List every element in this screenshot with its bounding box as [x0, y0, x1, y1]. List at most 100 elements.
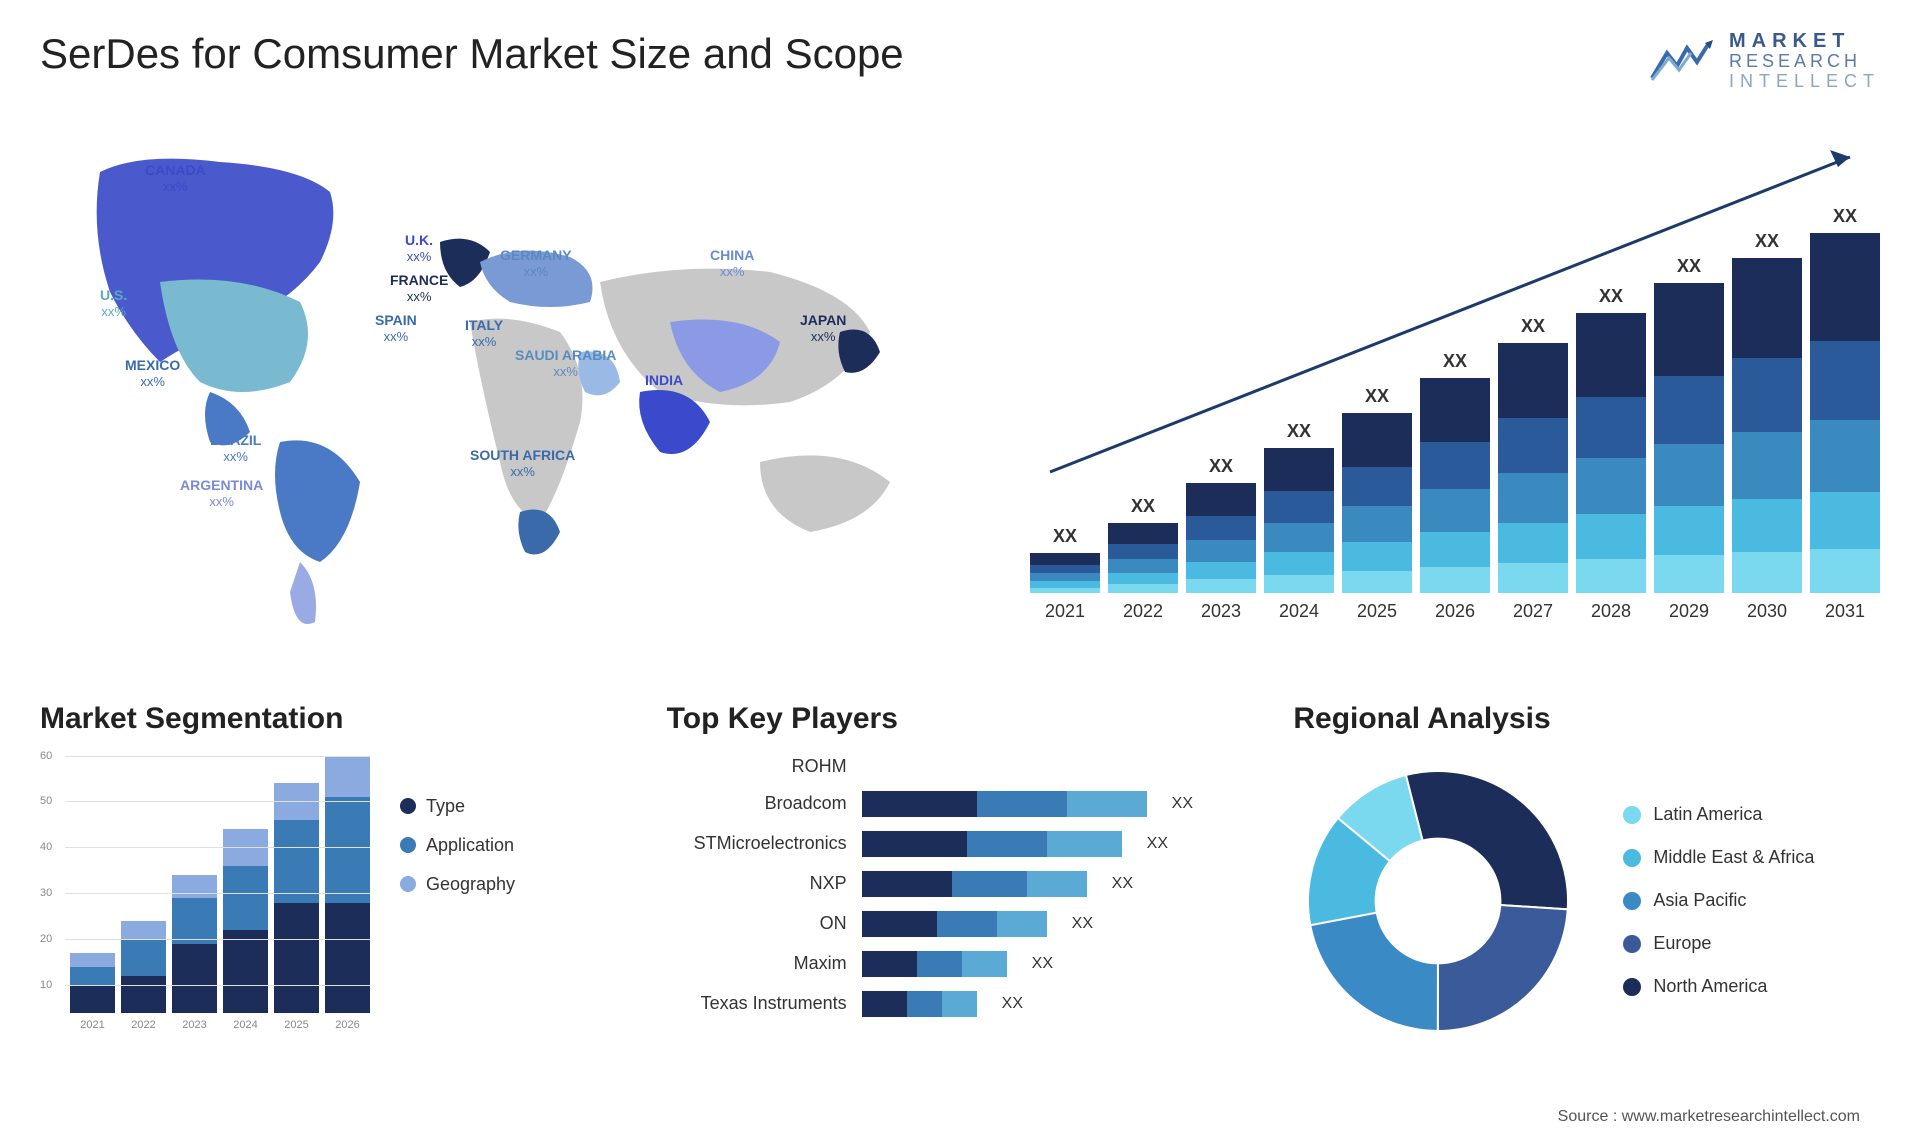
segmentation-card: Market Segmentation 102030405060 2021202… — [40, 702, 627, 1056]
growth-bar-year: 2026 — [1435, 601, 1475, 622]
player-value: XX — [1002, 995, 1023, 1013]
player-value: XX — [1072, 915, 1093, 933]
growth-bar-value: XX — [1131, 496, 1155, 517]
growth-bar-value: XX — [1365, 386, 1389, 407]
growth-bar-year: 2024 — [1279, 601, 1319, 622]
map-label: SAUDI ARABIAxx% — [515, 347, 616, 381]
regional-legend-item: Latin America — [1623, 804, 1814, 825]
growth-bar: XX2024 — [1264, 421, 1334, 622]
regional-donut — [1293, 756, 1583, 1046]
player-name: Broadcom — [667, 793, 847, 814]
logo-icon — [1647, 38, 1717, 83]
players-title: Top Key Players — [667, 702, 1254, 736]
logo-text-2: RESEARCH — [1729, 52, 1880, 72]
growth-bar: XX 2028 — [1576, 286, 1646, 622]
player-value: XX — [1172, 795, 1193, 813]
seg-ytick: 10 — [40, 979, 52, 991]
growth-bar-year: 2030 — [1747, 601, 1787, 622]
segmentation-chart: 102030405060 202120222023202420252026 — [40, 756, 370, 1056]
map-label: GERMANYxx% — [500, 247, 572, 281]
seg-ytick: 20 — [40, 933, 52, 945]
logo-text-3: INTELLECT — [1729, 72, 1880, 92]
seg-bar-year: 2021 — [80, 1019, 104, 1031]
seg-bar: 2021 — [70, 953, 115, 1031]
growth-bar-year: 2029 — [1669, 601, 1709, 622]
source-text: Source : www.marketresearchintellect.com — [1558, 1108, 1860, 1126]
seg-bar-year: 2025 — [284, 1019, 308, 1031]
growth-bar-year: 2022 — [1123, 601, 1163, 622]
map-label: INDIAxx% — [645, 372, 683, 406]
player-value: XX — [1112, 875, 1133, 893]
growth-bar-value: XX — [1521, 316, 1545, 337]
players-card: Top Key Players ROHMBroadcomXXSTMicroele… — [667, 702, 1254, 1056]
growth-bar-year: 2028 — [1591, 601, 1631, 622]
world-map-svg — [40, 122, 990, 642]
growth-bar: XX 2023 — [1186, 456, 1256, 622]
growth-bar-value: XX — [1053, 526, 1077, 547]
seg-ytick: 30 — [40, 887, 52, 899]
seg-bar-year: 2022 — [131, 1019, 155, 1031]
seg-ytick: 60 — [40, 750, 52, 762]
map-label: U.K.xx% — [405, 232, 433, 266]
seg-bar-year: 2024 — [233, 1019, 257, 1031]
growth-bar-year: 2025 — [1357, 601, 1397, 622]
growth-bar-year: 2023 — [1201, 601, 1241, 622]
donut-slice — [1311, 912, 1439, 1030]
growth-bar-value: XX — [1209, 456, 1233, 477]
world-map: CANADAxx%U.S.xx%MEXICOxx%BRAZILxx%ARGENT… — [40, 122, 990, 662]
map-label: ARGENTINAxx% — [180, 477, 263, 511]
regional-legend-item: Asia Pacific — [1623, 890, 1814, 911]
player-row: ROHM — [667, 756, 1254, 777]
growth-bar: XX 2030 — [1732, 231, 1802, 622]
growth-bar: XX 2025 — [1342, 386, 1412, 622]
seg-bar-year: 2023 — [182, 1019, 206, 1031]
map-label: ITALYxx% — [465, 317, 503, 351]
growth-bar-year: 2031 — [1825, 601, 1865, 622]
regional-legend-item: Europe — [1623, 933, 1814, 954]
growth-bar: XX 2027 — [1498, 316, 1568, 622]
player-value: XX — [1147, 835, 1168, 853]
seg-bar: 2023 — [172, 875, 217, 1030]
segmentation-legend: Type Application Geography — [400, 756, 515, 1056]
map-label: FRANCExx% — [390, 272, 448, 306]
growth-bar-year: 2021 — [1045, 601, 1085, 622]
map-label: CANADAxx% — [145, 162, 206, 196]
player-name: ON — [667, 913, 847, 934]
page-title: SerDes for Comsumer Market Size and Scop… — [40, 30, 904, 78]
growth-bar-year: 2027 — [1513, 601, 1553, 622]
logo-text-1: MARKET — [1729, 30, 1880, 52]
growth-bar: XX 2026 — [1420, 351, 1490, 622]
map-label: SPAINxx% — [375, 312, 417, 346]
donut-slice — [1438, 905, 1568, 1031]
growth-bar-value: XX — [1599, 286, 1623, 307]
player-name: STMicroelectronics — [667, 833, 847, 854]
donut-slice — [1406, 771, 1568, 909]
seg-bar: 2024 — [223, 829, 268, 1030]
growth-bar: XX 2021 — [1030, 526, 1100, 622]
logo: MARKET RESEARCH INTELLECT — [1647, 30, 1880, 92]
player-name: Maxim — [667, 953, 847, 974]
player-row: Broadcom XX — [667, 791, 1254, 817]
player-row: STMicroelectronics XX — [667, 831, 1254, 857]
growth-bar-value: XX — [1833, 206, 1857, 227]
player-value: XX — [1032, 955, 1053, 973]
regional-legend: Latin America Middle East & Africa Asia Pa… — [1623, 804, 1814, 997]
growth-bar-value: XX — [1755, 231, 1779, 252]
regional-legend-item: North America — [1623, 976, 1814, 997]
map-label: BRAZILxx% — [210, 432, 261, 466]
seg-bar-year: 2026 — [335, 1019, 359, 1031]
player-row: ON XX — [667, 911, 1254, 937]
seg-legend-item: Geography — [400, 874, 515, 895]
seg-bar: 2022 — [121, 921, 166, 1031]
seg-bar: 2025 — [274, 783, 319, 1030]
regional-legend-item: Middle East & Africa — [1623, 847, 1814, 868]
seg-legend-item: Type — [400, 796, 515, 817]
seg-ytick: 50 — [40, 795, 52, 807]
player-name: ROHM — [667, 756, 847, 777]
seg-legend-item: Application — [400, 835, 515, 856]
regional-title: Regional Analysis — [1293, 702, 1880, 736]
growth-bar-value: XX — [1443, 351, 1467, 372]
growth-chart: XX2021XX2022XX2023XX2024XX2025XX2026XX20… — [1030, 122, 1880, 662]
player-row: NXPXX — [667, 871, 1254, 897]
growth-bar: XX 2022 — [1108, 496, 1178, 622]
